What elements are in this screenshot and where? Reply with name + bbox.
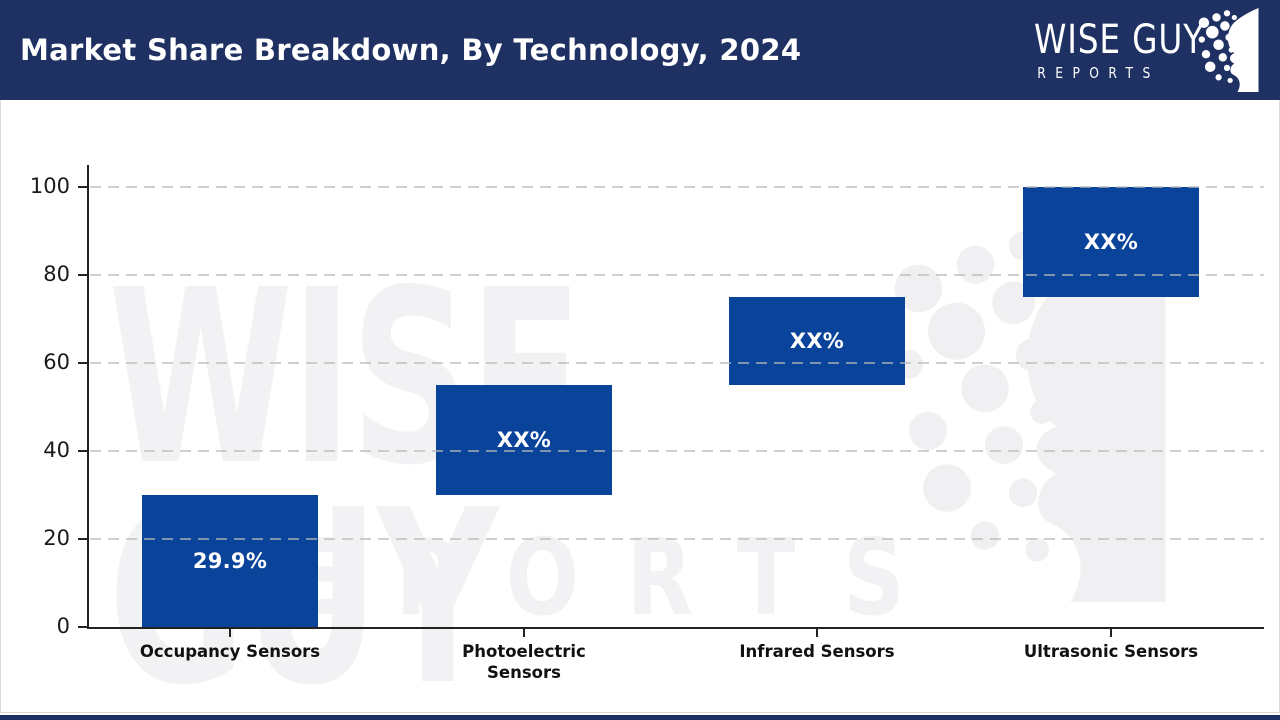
gridline-80 [90, 274, 1264, 276]
bar-value-label: XX% [496, 428, 552, 452]
category-label-occupancy-sensors: Occupancy Sensors [139, 642, 321, 661]
header-bar: Market Share Breakdown, By Technology, 2… [0, 0, 1280, 100]
y-tick-label: 40 [43, 438, 70, 462]
gridline-60 [90, 362, 1264, 364]
page-title: Market Share Breakdown, By Technology, 2… [20, 33, 802, 67]
y-tick [78, 450, 87, 452]
bar-occupancy-sensors: 29.9% [142, 495, 318, 627]
logo-subtitle: REPORTS [1037, 64, 1160, 82]
bar-photoelectric-sensors: XX% [436, 385, 612, 495]
x-axis-line [87, 627, 1264, 629]
footer-bar [0, 715, 1280, 720]
y-tick [78, 362, 87, 364]
dotted-face-icon [1198, 8, 1259, 92]
category-label-ultrasonic-sensors: Ultrasonic Sensors [1023, 642, 1199, 661]
gridline-20 [90, 538, 1264, 540]
gridline-100 [90, 186, 1264, 188]
category-label-photoelectric-sensors: Photoelectric Sensors [462, 642, 586, 682]
bar-infrared-sensors: XX% [729, 297, 905, 385]
y-tick-label: 0 [56, 614, 70, 638]
y-tick-label: 60 [43, 350, 70, 374]
y-tick-label: 80 [43, 262, 70, 286]
y-tick-label: 20 [43, 526, 70, 550]
y-tick [78, 274, 87, 276]
y-tick [78, 186, 87, 188]
x-tick [816, 629, 818, 637]
logo-wordmark: WISE GUY [1034, 17, 1205, 63]
wise-guy-logo: WISE GUY REPORTS [1006, 0, 1266, 100]
y-axis-line [87, 165, 89, 629]
x-tick [523, 629, 525, 637]
y-tick [78, 626, 87, 628]
x-tick [229, 629, 231, 637]
bar-value-label: XX% [789, 329, 845, 353]
category-label-infrared-sensors: Infrared Sensors [739, 642, 895, 661]
y-tick [78, 538, 87, 540]
bar-ultrasonic-sensors: XX% [1023, 187, 1199, 297]
gridline-40 [90, 450, 1264, 452]
bar-value-label: XX% [1083, 230, 1139, 254]
y-tick-label: 100 [29, 174, 70, 198]
x-tick [1110, 629, 1112, 637]
bar-value-label: 29.9% [192, 549, 268, 573]
